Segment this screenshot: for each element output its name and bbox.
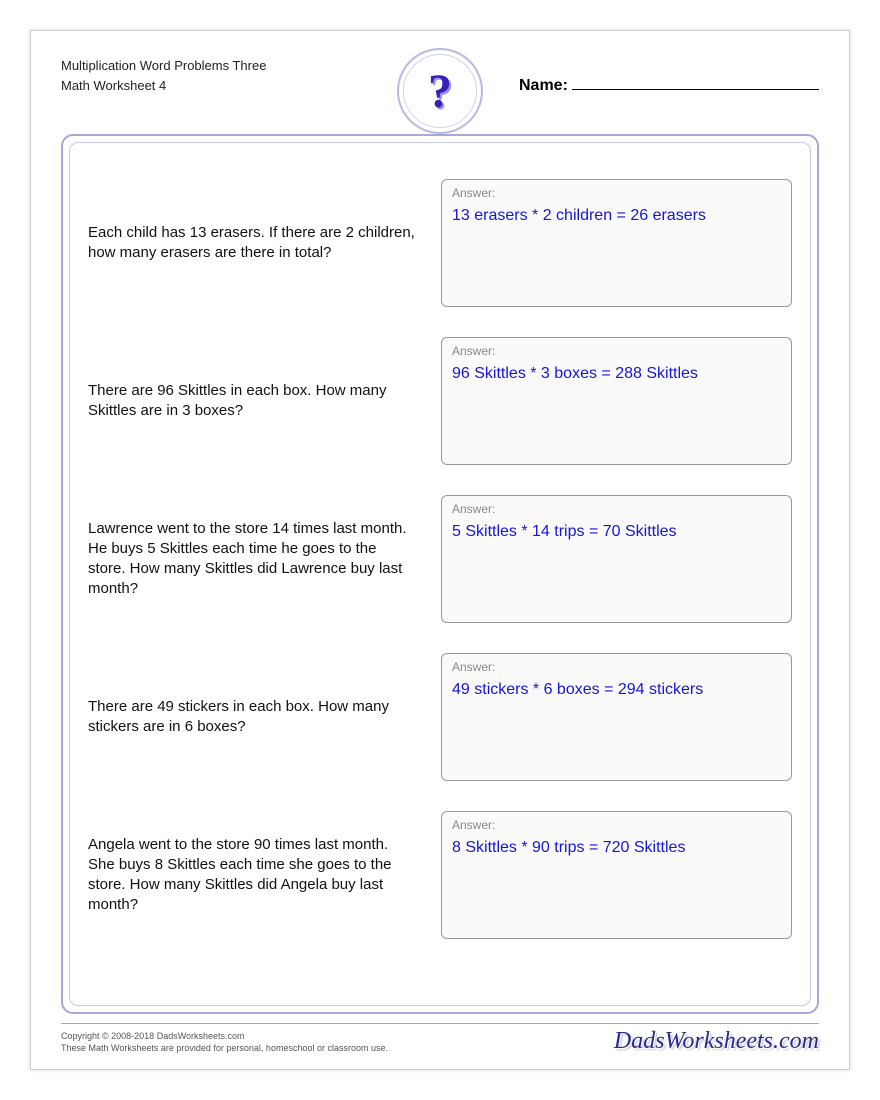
answer-box: Answer: 5 Skittles * 14 trips = 70 Skitt… (441, 495, 792, 623)
name-field: Name: (519, 56, 819, 95)
problem-row: Angela went to the store 90 times last m… (88, 805, 792, 945)
question-mark-badge-inner: ? (403, 54, 477, 128)
answer-box: Answer: 13 erasers * 2 children = 26 era… (441, 179, 792, 307)
footer-left: Copyright © 2008-2018 DadsWorksheets.com… (61, 1030, 388, 1055)
problem-row: There are 49 stickers in each box. How m… (88, 647, 792, 787)
answer-box: Answer: 8 Skittles * 90 trips = 720 Skit… (441, 811, 792, 939)
content-frame-outer: Each child has 13 erasers. If there are … (61, 134, 819, 1014)
question-text: There are 96 Skittles in each box. How m… (88, 381, 423, 422)
question-mark-badge: ? (397, 48, 483, 134)
title-line-2: Math Worksheet 4 (61, 76, 361, 96)
answer-text: 49 stickers * 6 boxes = 294 stickers (452, 680, 781, 701)
question-text: Angela went to the store 90 times last m… (88, 835, 423, 916)
problem-row: Lawrence went to the store 14 times last… (88, 489, 792, 629)
worksheet-page: Multiplication Word Problems Three Math … (30, 30, 850, 1070)
title-line-1: Multiplication Word Problems Three (61, 56, 361, 76)
brand-logo-text: DadsWorksheets.com (614, 1028, 819, 1055)
answer-text: 96 Skittles * 3 boxes = 288 Skittles (452, 364, 781, 385)
answer-text: 13 erasers * 2 children = 26 erasers (452, 206, 781, 227)
content-frame-inner: Each child has 13 erasers. If there are … (69, 142, 811, 1006)
title-block: Multiplication Word Problems Three Math … (61, 56, 361, 95)
question-mark-icon: ? (428, 64, 452, 119)
answer-label: Answer: (452, 660, 781, 674)
answer-label: Answer: (452, 344, 781, 358)
answer-label: Answer: (452, 502, 781, 516)
answer-text: 5 Skittles * 14 trips = 70 Skittles (452, 522, 781, 543)
footer: Copyright © 2008-2018 DadsWorksheets.com… (61, 1023, 819, 1055)
footer-note: These Math Worksheets are provided for p… (61, 1042, 388, 1055)
copyright-text: Copyright © 2008-2018 DadsWorksheets.com (61, 1030, 388, 1043)
question-text: Lawrence went to the store 14 times last… (88, 519, 423, 600)
name-label: Name: (519, 77, 568, 95)
question-text: There are 49 stickers in each box. How m… (88, 697, 423, 738)
problem-row: Each child has 13 erasers. If there are … (88, 173, 792, 313)
question-text: Each child has 13 erasers. If there are … (88, 223, 423, 264)
answer-box: Answer: 96 Skittles * 3 boxes = 288 Skit… (441, 337, 792, 465)
answer-label: Answer: (452, 186, 781, 200)
problem-row: There are 96 Skittles in each box. How m… (88, 331, 792, 471)
answer-text: 8 Skittles * 90 trips = 720 Skittles (452, 838, 781, 859)
answer-label: Answer: (452, 818, 781, 832)
header: Multiplication Word Problems Three Math … (61, 56, 819, 126)
answer-box: Answer: 49 stickers * 6 boxes = 294 stic… (441, 653, 792, 781)
name-blank-line[interactable] (572, 76, 819, 90)
